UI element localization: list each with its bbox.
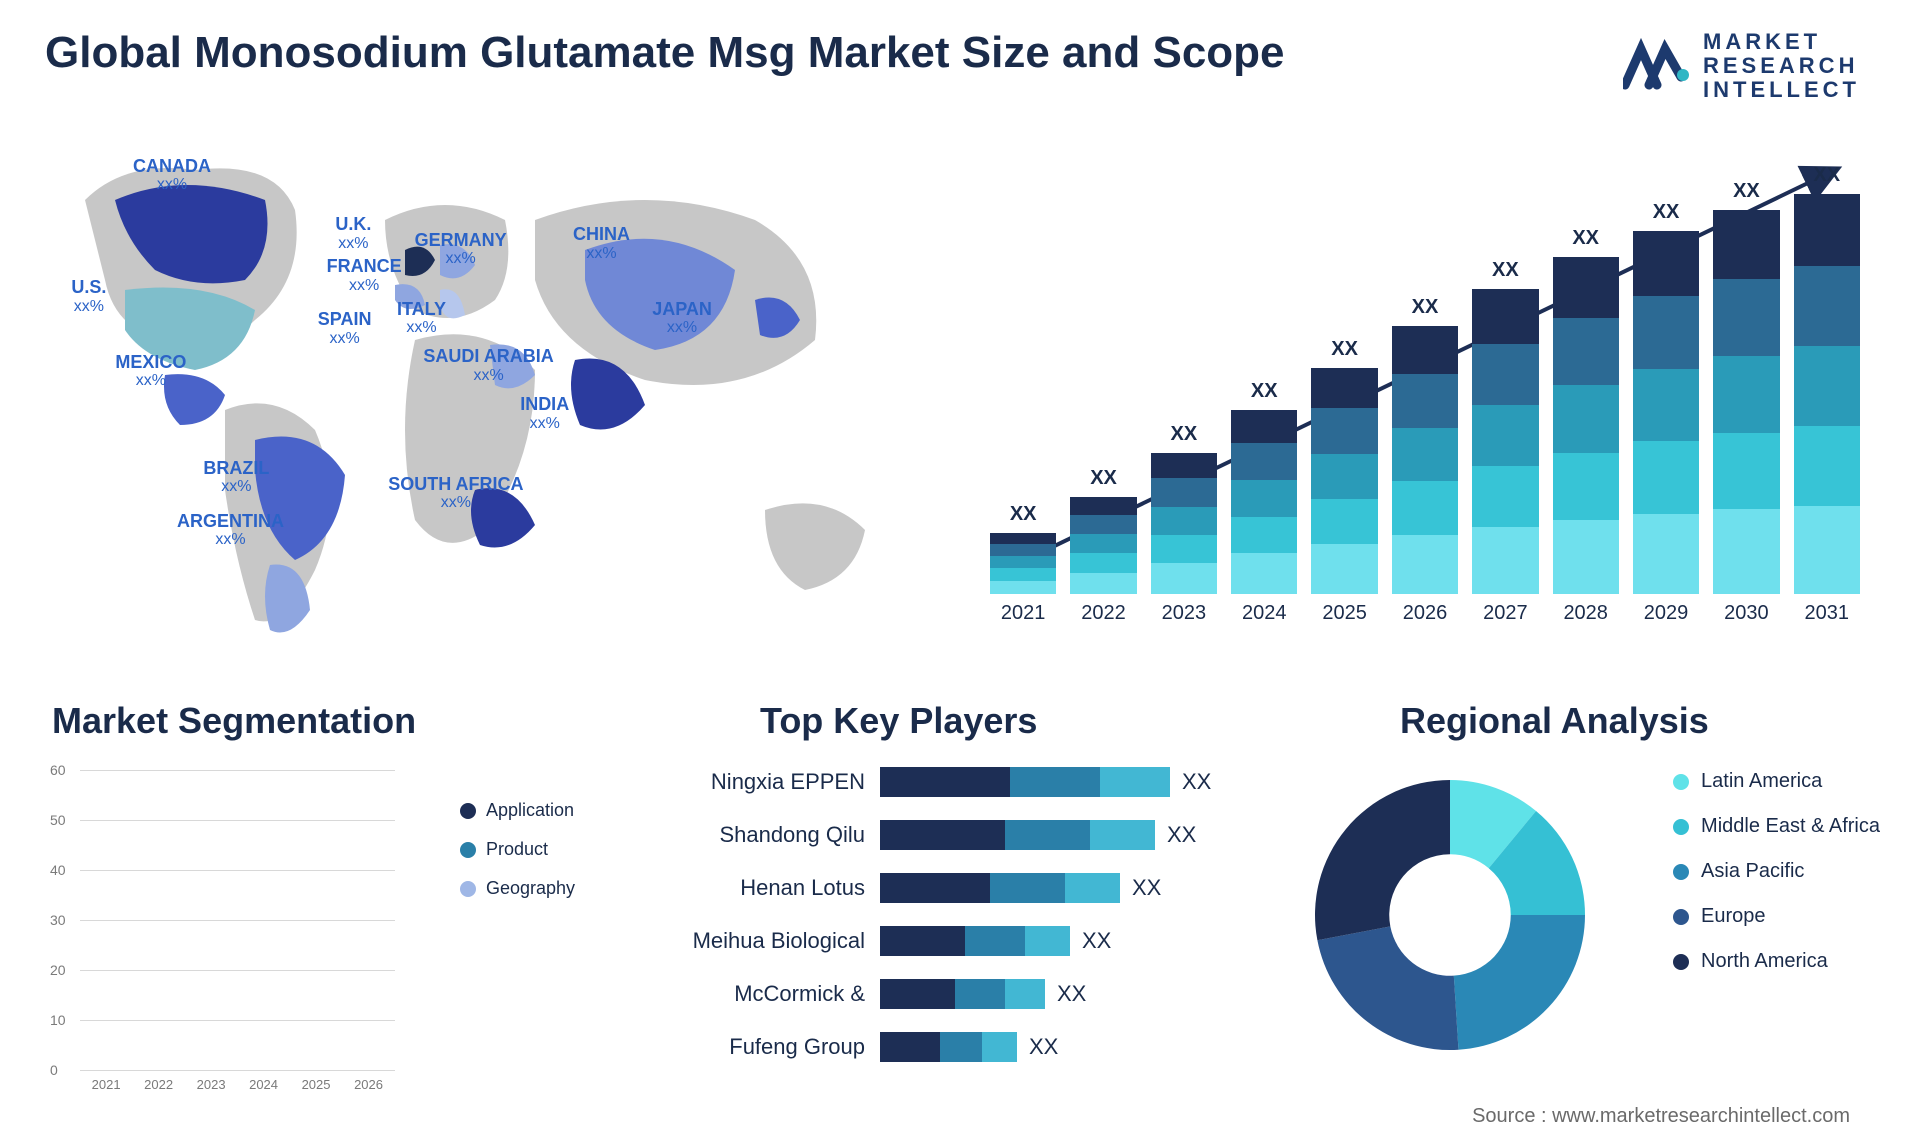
forecast-bar-2029: XX2029 [1633,231,1699,625]
page-title: Global Monosodium Glutamate Msg Market S… [45,28,1285,78]
seg-legend-geography: Geography [460,878,575,899]
player-row: Henan LotusXX [650,866,1260,909]
forecast-bar-2021: XX2021 [990,533,1056,625]
world-map: CANADAxx% U.S.xx% MEXICOxx% BRAZILxx% ARGENT… [45,130,925,660]
segmentation-chart: 0102030405060202120222023202420252026 Ap… [45,760,575,1100]
regional-legend-item: Middle East & Africa [1673,815,1880,838]
map-label-u-k-: U.K.xx% [335,215,371,252]
forecast-chart: XX2021XX2022XX2023XX2024XX2025XX2026XX20… [990,145,1860,665]
forecast-bar-2024: XX2024 [1231,410,1297,625]
map-label-saudi-arabia: SAUDI ARABIAxx% [423,347,553,384]
map-label-france: FRANCExx% [327,257,402,294]
brand-logo: MARKET RESEARCH INTELLECT [1623,30,1860,103]
forecast-bar-2031: XX2031 [1794,194,1860,625]
map-label-mexico: MEXICOxx% [115,353,186,390]
forecast-bar-2022: XX2022 [1070,497,1136,625]
map-label-japan: JAPANxx% [652,300,712,337]
player-row: Fufeng GroupXX [650,1025,1260,1068]
regional-legend: Latin America Middle East & Africa Asia Pa… [1673,770,1880,995]
map-label-u-s-: U.S.xx% [71,278,106,315]
seg-legend-application: Application [460,800,575,821]
forecast-bar-2026: XX2026 [1392,326,1458,625]
map-label-brazil: BRAZILxx% [203,459,269,496]
forecast-bar-2027: XX2027 [1472,289,1538,625]
map-label-china: CHINAxx% [573,225,630,262]
logo-mark-icon [1623,37,1693,95]
player-row: Meihua BiologicalXX [650,919,1260,962]
players-title: Top Key Players [760,700,1037,742]
map-label-canada: CANADAxx% [133,157,211,194]
seg-legend-product: Product [460,839,575,860]
regional-title: Regional Analysis [1400,700,1709,742]
forecast-bar-2030: XX2030 [1713,210,1779,625]
map-label-india: INDIAxx% [520,395,569,432]
map-label-argentina: ARGENTINAxx% [177,512,284,549]
players-chart: Ningxia EPPENXX Shandong QiluXX Henan Lotu… [650,760,1260,1100]
logo-text-1: MARKET [1703,30,1860,54]
logo-text-2: RESEARCH [1703,54,1860,78]
forecast-bar-2025: XX2025 [1311,368,1377,625]
player-row: Ningxia EPPENXX [650,760,1260,803]
map-label-germany: GERMANYxx% [415,231,507,268]
player-row: McCormick &XX [650,972,1260,1015]
source-text: Source : www.marketresearchintellect.com [1472,1105,1850,1128]
map-label-italy: ITALYxx% [397,300,446,337]
regional-legend-item: Asia Pacific [1673,860,1880,883]
map-label-spain: SPAINxx% [318,310,372,347]
segmentation-legend: Application Product Geography [460,800,575,917]
segmentation-title: Market Segmentation [52,700,416,742]
forecast-bar-2028: XX2028 [1553,257,1619,625]
player-row: Shandong QiluXX [650,813,1260,856]
regional-chart: Latin America Middle East & Africa Asia Pa… [1320,760,1880,1100]
map-label-south-africa: SOUTH AFRICAxx% [388,475,523,512]
regional-legend-item: Latin America [1673,770,1880,793]
forecast-bar-2023: XX2023 [1151,453,1217,625]
regional-legend-item: Europe [1673,905,1880,928]
regional-legend-item: North America [1673,950,1880,973]
logo-text-3: INTELLECT [1703,78,1860,102]
